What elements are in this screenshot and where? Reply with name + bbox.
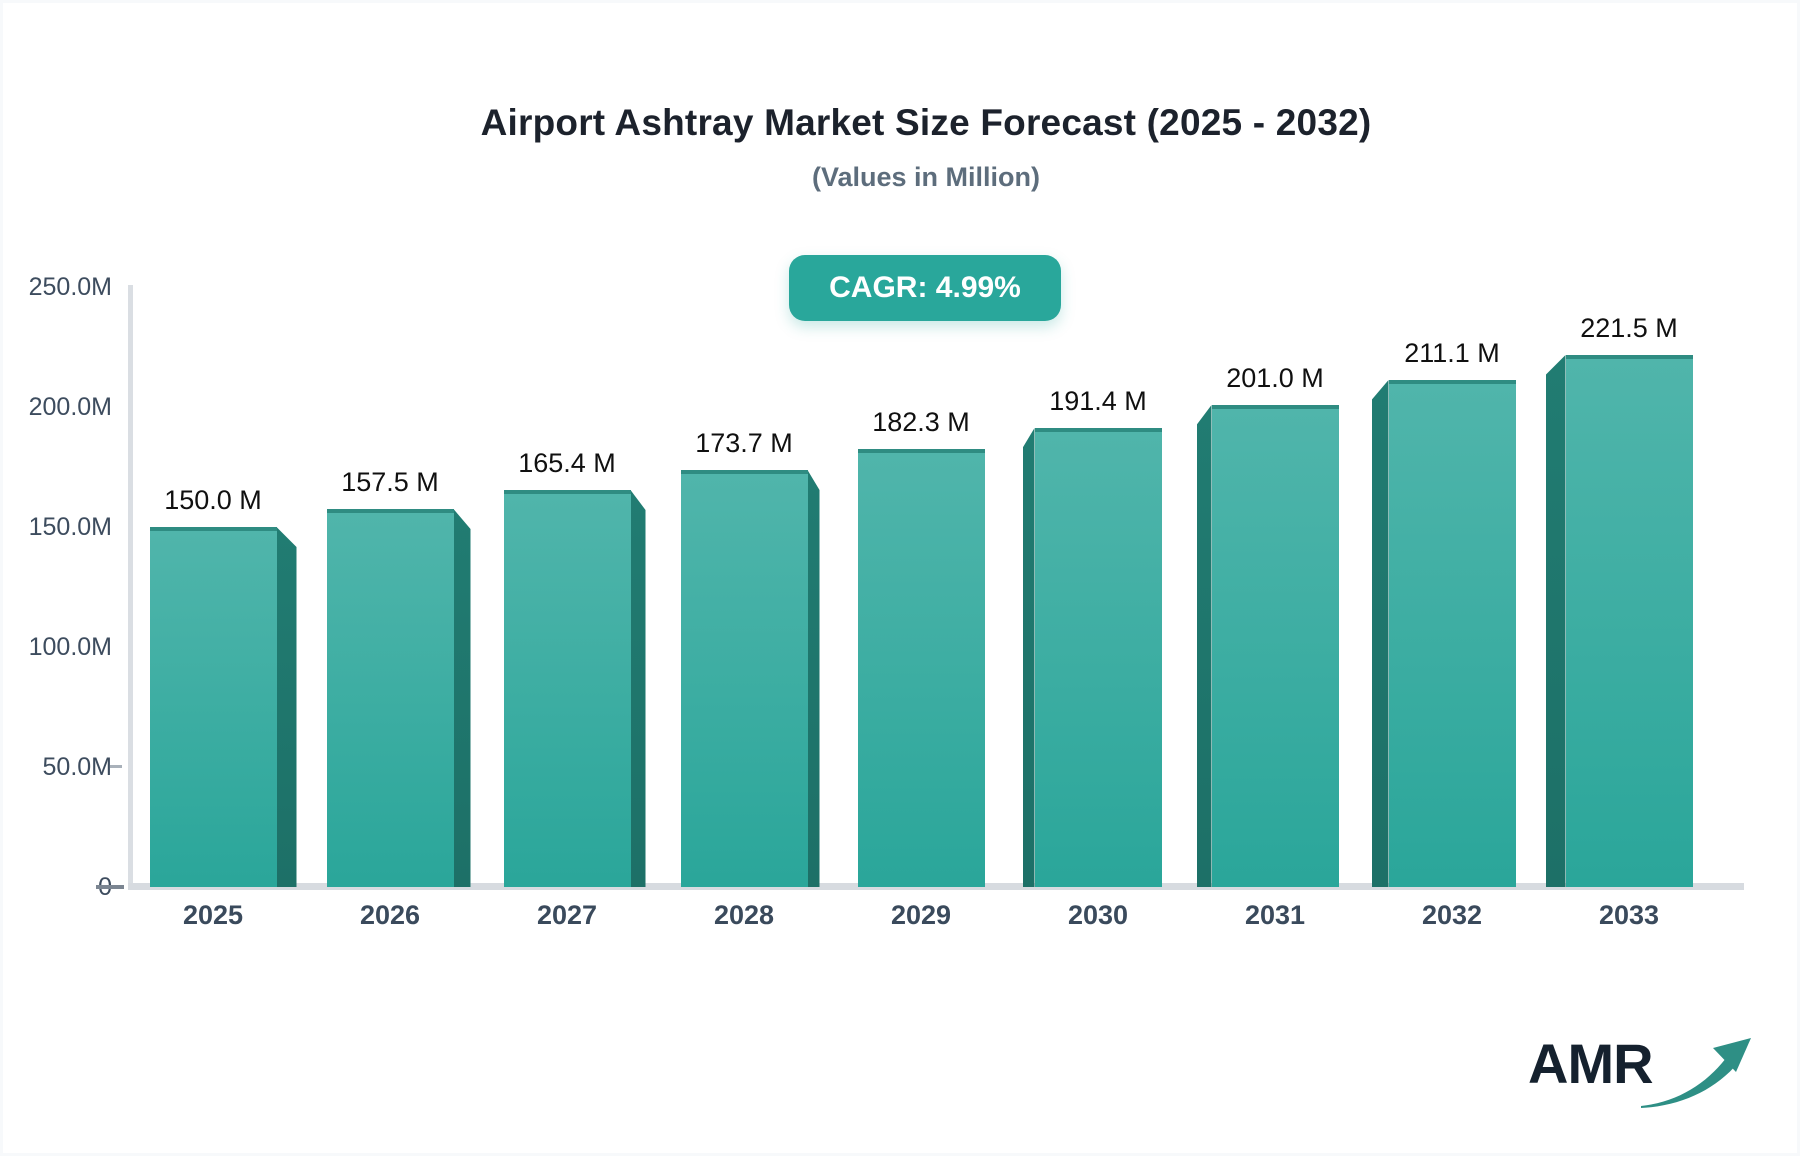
y-tick-label: 250.0M	[28, 273, 112, 301]
bar-2032	[1388, 380, 1516, 887]
bar-side-face	[453, 509, 471, 887]
x-tick-label: 2031	[1244, 900, 1306, 930]
bar-2033	[1565, 355, 1693, 887]
bar-side-face	[276, 527, 297, 887]
bar-2027	[503, 490, 631, 887]
bar-side-face	[1022, 428, 1035, 887]
chart-title: Airport Ashtray Market Size Forecast (20…	[480, 102, 1372, 143]
bar-2029	[857, 449, 985, 887]
chart-subtitle: (Values in Million)	[811, 162, 1041, 192]
x-tick-label: 2033	[1598, 900, 1660, 930]
bar-2026	[326, 509, 454, 887]
bar-2025	[149, 527, 277, 887]
bar-value-label: 157.5 M	[341, 467, 439, 497]
bar-side-face	[1196, 405, 1212, 887]
bar-value-label: 201.0 M	[1226, 363, 1324, 393]
y-tick-label: 50.0M	[42, 753, 112, 781]
bar-side-face	[630, 490, 646, 887]
bar-value-label: 221.5 M	[1580, 313, 1678, 343]
x-tick-label: 2026	[359, 900, 421, 930]
y-tick-mark	[110, 765, 122, 768]
x-tick-label: 2027	[536, 900, 598, 930]
x-tick-label: 2025	[182, 900, 244, 930]
amr-logo: AMR	[1528, 1032, 1757, 1112]
bar-2028	[680, 470, 808, 887]
x-tick-label: 2028	[713, 900, 775, 930]
bar-side-face	[807, 470, 820, 887]
cagr-badge-label: CAGR: 4.99%	[829, 271, 1021, 304]
bar-side-face	[1545, 355, 1566, 887]
x-tick-label: 2032	[1421, 900, 1483, 930]
y-tick-label: 150.0M	[28, 513, 112, 541]
bar-value-label: 165.4 M	[518, 448, 616, 478]
bar-value-label: 150.0 M	[164, 485, 262, 515]
bar-2031	[1211, 405, 1339, 887]
bar-value-label: 182.3 M	[872, 407, 970, 437]
bar-side-face	[1371, 380, 1389, 887]
y-tick-label: 100.0M	[28, 633, 112, 661]
cagr-badge: CAGR: 4.99%	[789, 255, 1061, 321]
bar-value-label: 191.4 M	[1049, 386, 1147, 416]
amr-logo-text: AMR	[1528, 1032, 1654, 1095]
y-axis-line	[128, 285, 133, 887]
y-tick-mark	[96, 885, 124, 889]
bar-2030	[1034, 428, 1162, 887]
x-tick-label: 2030	[1067, 900, 1129, 930]
x-tick-label: 2029	[890, 900, 952, 930]
bar-value-label: 173.7 M	[695, 428, 793, 458]
bar-value-label: 211.1 M	[1404, 338, 1500, 368]
y-tick-label: 200.0M	[28, 393, 112, 421]
trend-up-arrow-icon	[1640, 1038, 1751, 1108]
